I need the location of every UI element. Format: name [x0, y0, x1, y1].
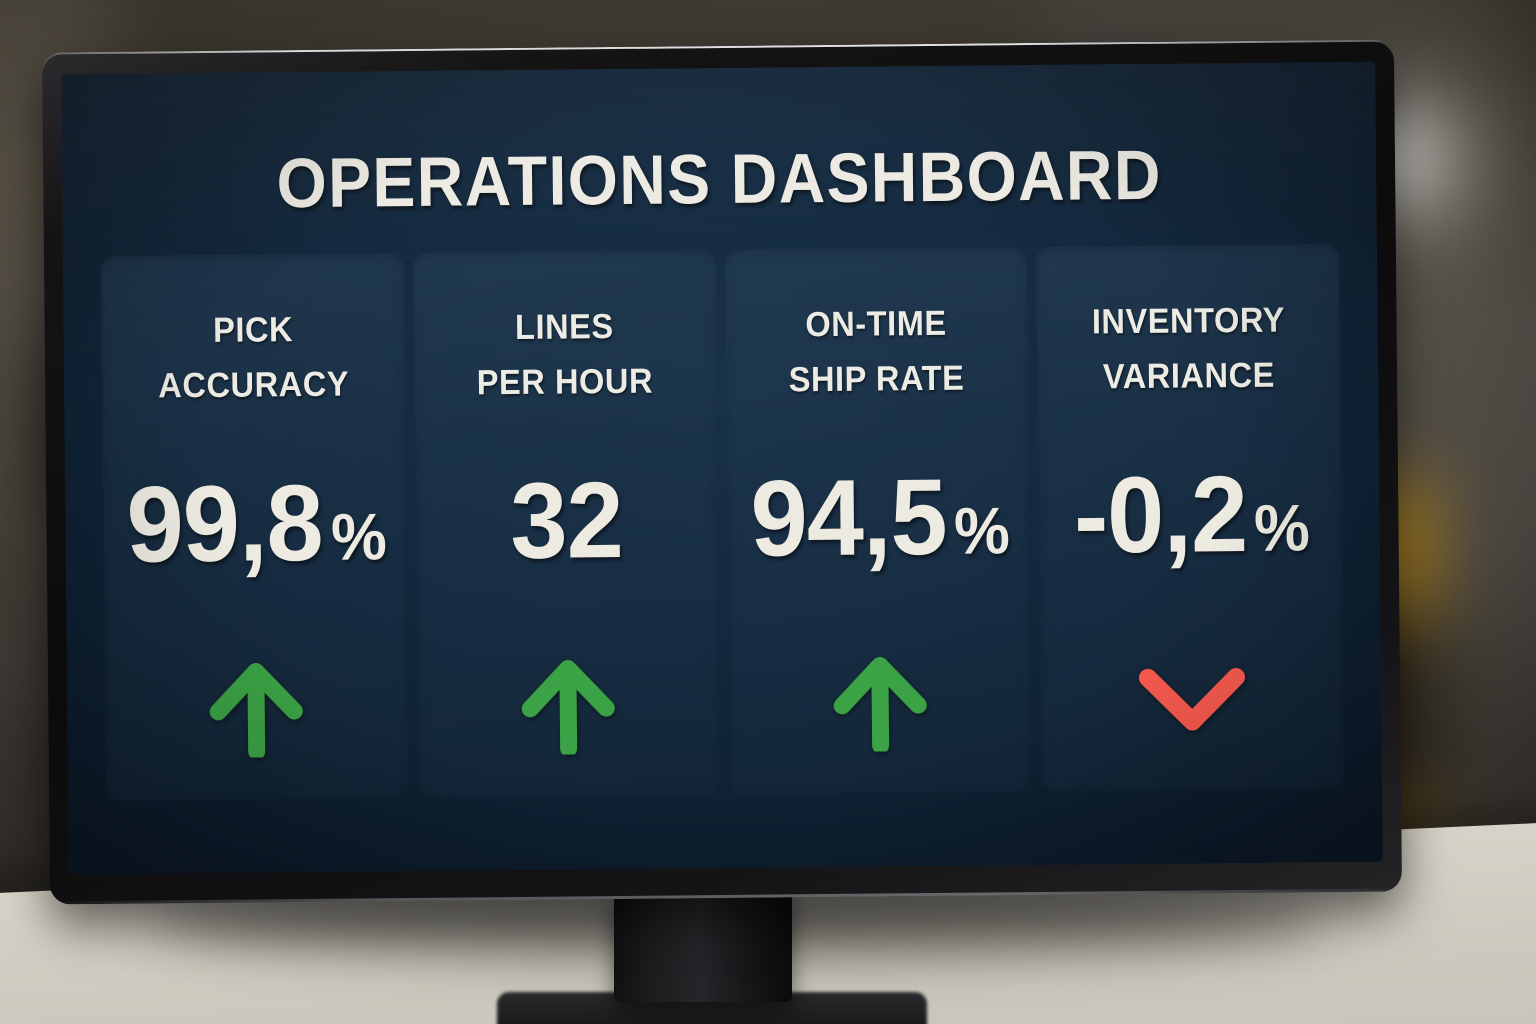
kpi-value: -0,2 % [1069, 452, 1312, 576]
kpi-label: PICK ACCURACY [157, 310, 350, 406]
monitor-screen: OPERATIONS DASHBOARD PICK ACCURACY 99,8 … [61, 61, 1383, 875]
kpi-card-on-time-ship-rate[interactable]: ON-TIME SHIP RATE 94,5 % [724, 247, 1033, 795]
kpi-label: ON-TIME SHIP RATE [788, 303, 965, 400]
kpi-value-number: -0,2 [1073, 452, 1248, 576]
kpi-card-pick-accuracy[interactable]: PICK ACCURACY 99,8 % [100, 253, 409, 801]
chevron-down-icon [1135, 650, 1248, 749]
monitor: OPERATIONS DASHBOARD PICK ACCURACY 99,8 … [41, 39, 1403, 905]
operations-dashboard: OPERATIONS DASHBOARD PICK ACCURACY 99,8 … [61, 62, 1383, 875]
arrow-up-icon [208, 659, 305, 758]
kpi-card-grid: PICK ACCURACY 99,8 % [100, 244, 1345, 801]
kpi-value-number: 99,8 [126, 461, 324, 585]
monitor-stand-neck [614, 890, 792, 1002]
kpi-value: 94,5 % [745, 455, 1012, 579]
monitor-bezel: OPERATIONS DASHBOARD PICK ACCURACY 99,8 … [41, 39, 1403, 905]
arrow-up-icon [832, 653, 929, 752]
kpi-value: 99,8 % [121, 461, 388, 585]
page-title: OPERATIONS DASHBOARD [276, 135, 1163, 223]
kpi-card-lines-per-hour[interactable]: LINES PER HOUR 32 [412, 250, 721, 798]
kpi-label: LINES PER HOUR [476, 307, 654, 403]
kpi-value-suffix: % [953, 493, 1011, 568]
kpi-value-suffix: % [330, 499, 387, 574]
kpi-card-inventory-variance[interactable]: INVENTORY VARIANCE -0,2 % [1036, 244, 1345, 792]
kpi-value-number: 32 [509, 458, 623, 582]
kpi-label: INVENTORY VARIANCE [1091, 300, 1285, 397]
arrow-up-icon [520, 656, 617, 755]
kpi-value: 32 [506, 458, 626, 582]
kpi-value-number: 94,5 [749, 455, 947, 579]
kpi-value-suffix: % [1253, 490, 1310, 565]
